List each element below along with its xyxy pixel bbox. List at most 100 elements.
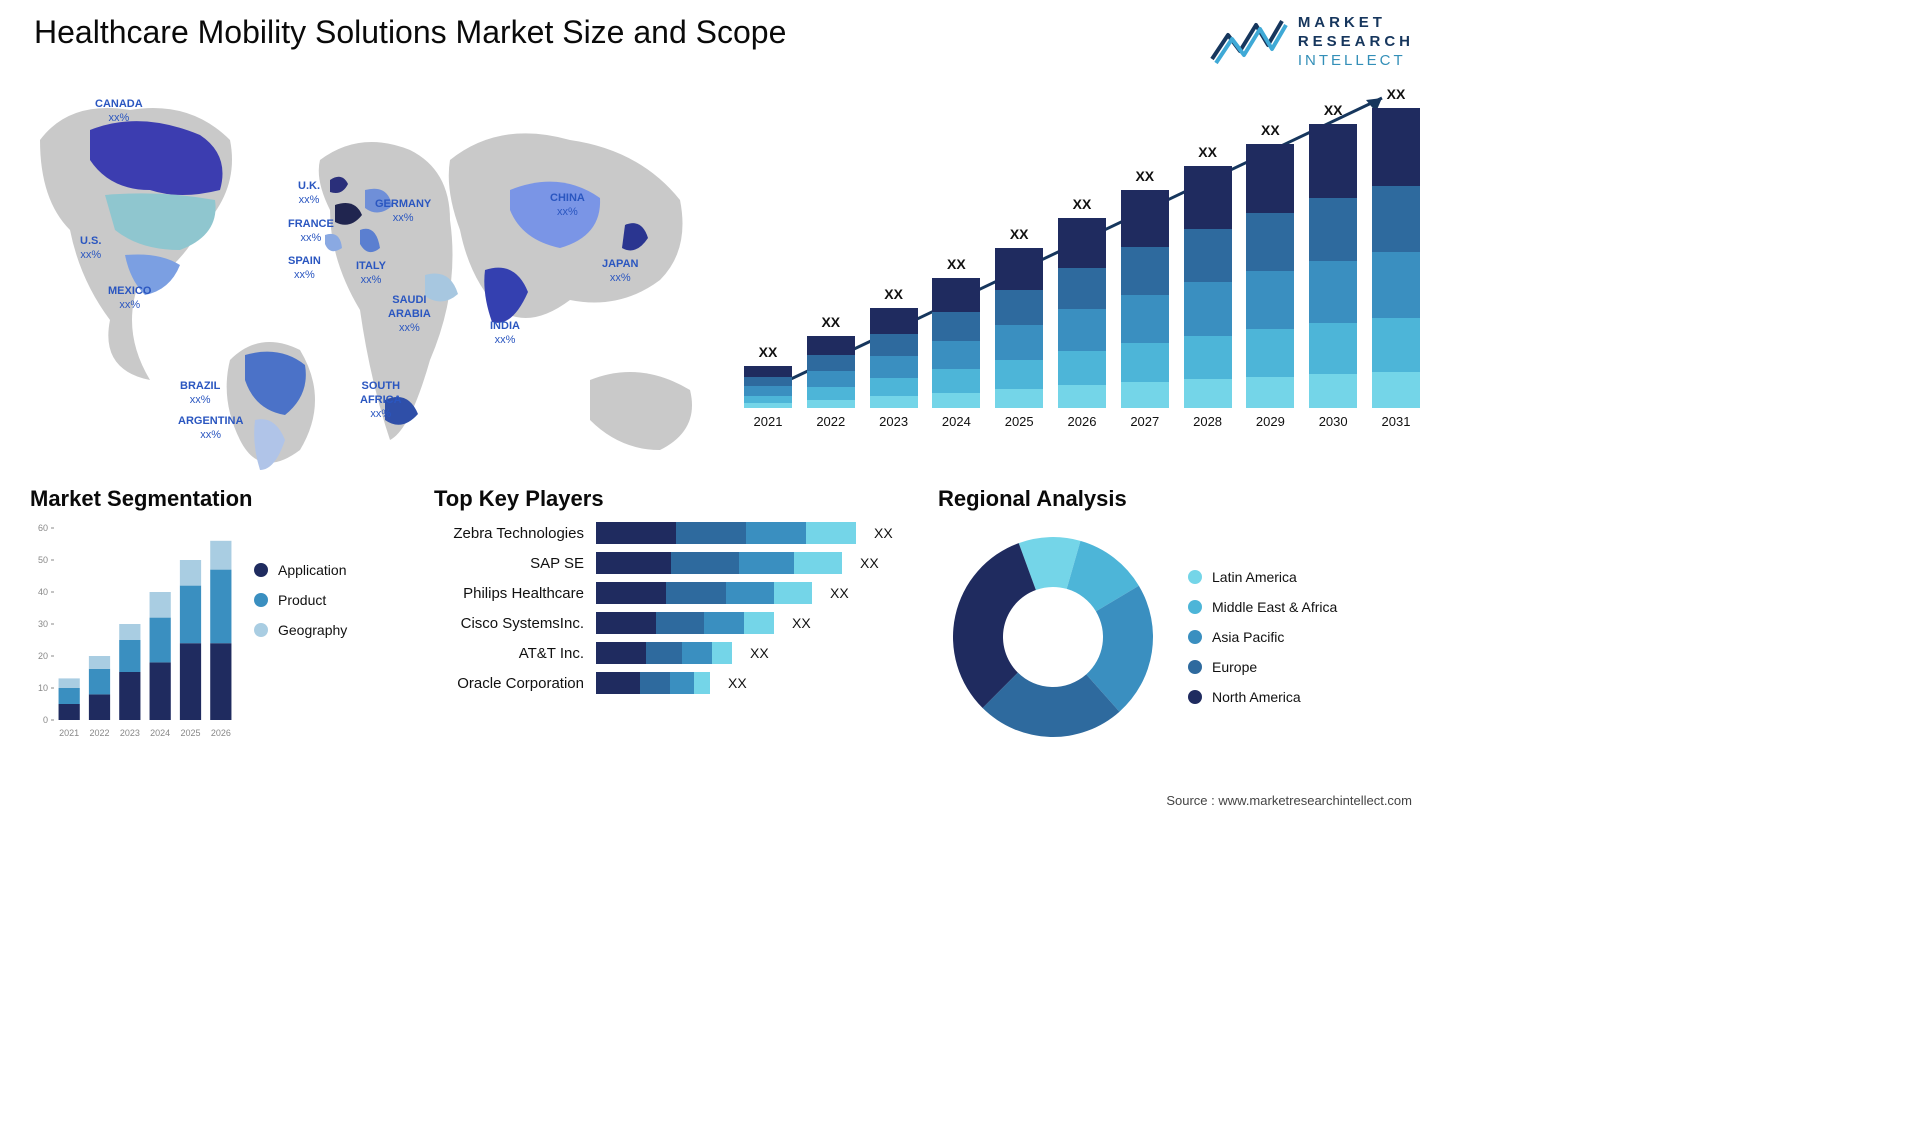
forecast-year-label: 2021 [744,414,792,429]
legend-label: Latin America [1212,569,1297,585]
map-label: ARGENTINAxx% [178,415,243,443]
player-row: Oracle CorporationXX [434,672,914,694]
legend-label: Asia Pacific [1212,629,1284,645]
forecast-bar-segment [1372,186,1420,252]
forecast-bar-segment [1058,268,1106,310]
player-name: Cisco SystemsInc. [434,615,584,632]
map-label: SAUDIARABIAxx% [388,294,431,335]
player-bar-segment [596,522,676,544]
forecast-bar-segment [870,308,918,334]
forecast-bar-segment [1058,385,1106,408]
forecast-bar-label: XX [1010,226,1029,242]
player-name: Zebra Technologies [434,525,584,542]
legend-swatch-icon [1188,600,1202,614]
forecast-bar-segment [932,369,980,392]
forecast-year-label: 2027 [1121,414,1169,429]
player-name: SAP SE [434,555,584,572]
forecast-bar: XX [995,226,1043,408]
forecast-bar-segment [1121,190,1169,247]
legend-label: Middle East & Africa [1212,599,1337,615]
legend-label: Europe [1212,659,1257,675]
forecast-bar-segment [744,396,792,404]
map-label: JAPANxx% [602,258,638,286]
forecast-bar-segment [1121,382,1169,408]
player-bar-segment [744,612,774,634]
forecast-bar-segment [744,403,792,408]
forecast-bar-segment [995,290,1043,325]
forecast-bar-segment [995,389,1043,408]
forecast-bar-segment [1184,336,1232,380]
regional-title: Regional Analysis [938,486,1424,512]
forecast-bar-segment [807,400,855,409]
player-bar-segment [646,642,682,664]
player-bar-segment [596,612,656,634]
svg-text:10: 10 [38,683,48,693]
legend-swatch-icon [254,593,268,607]
player-value: XX [830,585,849,601]
player-value: XX [728,675,747,691]
player-row: Zebra TechnologiesXX [434,522,914,544]
legend-swatch-icon [1188,660,1202,674]
svg-text:2024: 2024 [150,728,170,738]
player-value: XX [750,645,769,661]
forecast-bar-segment [1058,351,1106,385]
forecast-bar-segment [1121,343,1169,382]
svg-text:2023: 2023 [120,728,140,738]
forecast-bar-label: XX [947,256,966,272]
forecast-bar-segment [995,248,1043,290]
player-bar-segment [774,582,812,604]
forecast-bar-segment [1058,309,1106,351]
players-title: Top Key Players [434,486,914,512]
forecast-bar: XX [1372,86,1420,408]
legend-swatch-icon [1188,570,1202,584]
map-label: INDIAxx% [490,320,520,348]
forecast-bar-segment [870,334,918,356]
forecast-bar-segment [1246,213,1294,271]
page-title: Healthcare Mobility Solutions Market Siz… [34,14,786,51]
forecast-bar-segment [1309,374,1357,408]
svg-text:60: 60 [38,523,48,533]
forecast-bar-label: XX [1198,144,1217,160]
player-row: Philips Healthcare XX [434,582,914,604]
player-row: Cisco SystemsInc. XX [434,612,914,634]
map-label: ITALYxx% [356,260,386,288]
legend-item: Europe [1188,659,1337,675]
player-value: XX [792,615,811,631]
forecast-bar-segment [1184,379,1232,408]
forecast-bar-segment [1309,323,1357,374]
forecast-bar-segment [1184,282,1232,335]
forecast-bar: XX [807,314,855,408]
player-row: SAP SEXX [434,552,914,574]
forecast-bar-segment [932,393,980,409]
forecast-bar-segment [1246,377,1294,409]
segmentation-chart: 0102030405060202120222023202420252026 [30,522,240,742]
forecast-bar-segment [1372,318,1420,372]
player-bar-segment [726,582,774,604]
regional-legend: Latin America Middle East & Africa Asia Pa… [1188,569,1337,705]
regional-donut [938,522,1168,752]
forecast-bar: XX [1184,144,1232,408]
forecast-bar-segment [807,371,855,387]
player-bar-segment [676,522,746,544]
forecast-bar-segment [995,325,1043,360]
player-bar-segment [712,642,732,664]
logo-text-1: MARKET [1298,14,1414,33]
player-name: Philips Healthcare [434,585,584,602]
map-label: SOUTHAFRICAxx% [360,380,402,421]
player-bar [596,522,856,544]
legend-item: Product [254,592,347,608]
forecast-bar-label: XX [821,314,840,330]
map-label: U.S.xx% [80,235,101,263]
player-bar-segment [596,552,671,574]
forecast-bar: XX [870,286,918,408]
forecast-bar-label: XX [1073,196,1092,212]
svg-text:50: 50 [38,555,48,565]
svg-text:2025: 2025 [180,728,200,738]
player-bar-segment [694,672,710,694]
legend-item: Application [254,562,347,578]
forecast-bar: XX [744,344,792,408]
forecast-year-label: 2024 [932,414,980,429]
map-label: MEXICOxx% [108,285,151,313]
player-bar-segment [656,612,704,634]
segmentation-legend: ApplicationProductGeography [254,522,347,742]
